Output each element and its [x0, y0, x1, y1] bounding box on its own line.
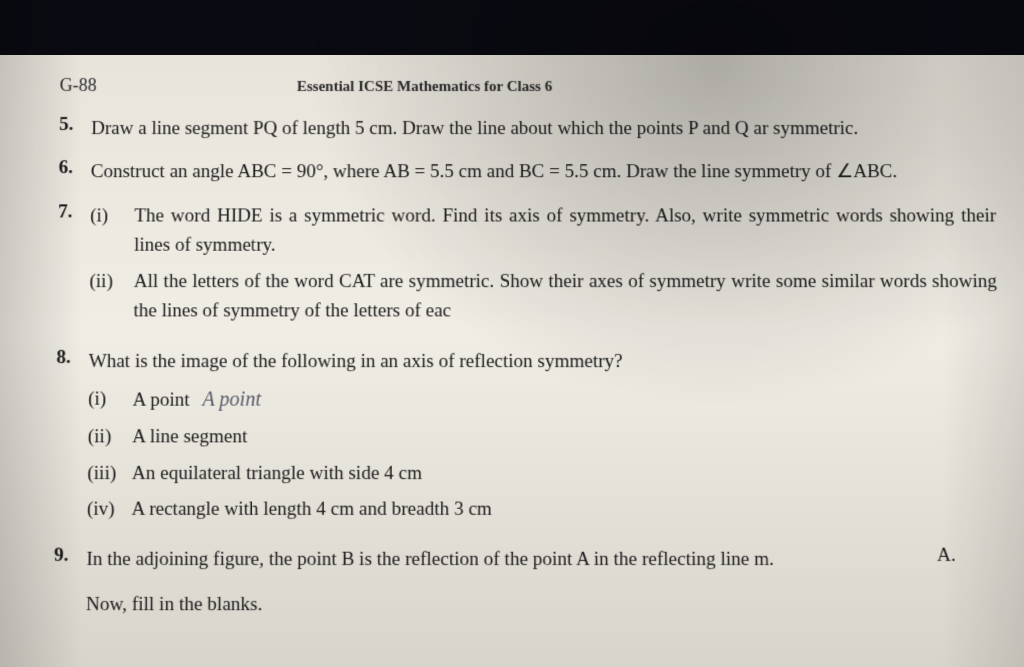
handwritten-annotation: A point [202, 388, 261, 410]
sub-item-ii: (ii) All the letters of the word CAT are… [89, 267, 997, 327]
question-body: (i) The word HIDE is a symmetric word. F… [89, 201, 998, 332]
question-body: What is the image of the following in an… [87, 346, 1000, 530]
question-7: 7. (i) The word HIDE is a symmetric word… [57, 201, 998, 332]
sub-label: (ii) [89, 267, 134, 297]
bottom-instruction: Now, fill in the blanks. [53, 589, 1001, 619]
sub-label: (ii) [88, 422, 133, 452]
sub-text: A line segment [132, 422, 999, 452]
question-text: Draw a line segment PQ of length 5 cm. D… [91, 114, 995, 144]
sub-item-ii: (ii) A line segment [88, 422, 999, 452]
instruction-text: Now, fill in the blanks. [86, 589, 1001, 619]
question-6: 6. Construct an angle ABC = 90°, where A… [58, 158, 995, 188]
question-8: 8. What is the image of the following in… [54, 346, 1000, 530]
question-number: 5. [59, 114, 91, 136]
sub-label: (i) [90, 201, 134, 231]
sub-item-iii: (iii) An equilateral triangle with side … [87, 458, 999, 488]
sub-label: (iv) [87, 494, 132, 524]
sub-text: A point A point [132, 384, 998, 416]
sub-item-iv: (iv) A rectangle with length 4 cm and br… [87, 494, 1000, 524]
question-9: 9. In the adjoining figure, the point B … [54, 545, 1001, 575]
question-number: 7. [58, 201, 90, 223]
dark-background-strip [0, 0, 1024, 55]
sub-text: A rectangle with length 4 cm and breadth… [131, 494, 1000, 524]
page-number: G-88 [60, 75, 97, 96]
question-number: 6. [59, 158, 91, 180]
sub-label: (i) [88, 384, 133, 414]
figure-point-marker: A. [937, 545, 956, 568]
sub-text-content: A point [132, 390, 189, 411]
question-number: 9. [54, 545, 87, 568]
textbook-page: G-88 Essential ICSE Mathematics for Clas… [0, 55, 1024, 655]
question-intro: What is the image of the following in an… [88, 346, 998, 376]
sub-text: All the letters of the word CAT are symm… [133, 267, 997, 327]
question-text: In the adjoining figure, the point B is … [86, 545, 1000, 575]
sub-label: (iii) [87, 458, 132, 488]
sub-text: The word HIDE is a symmetric word. Find … [134, 201, 997, 260]
book-title: Essential ICSE Mathematics for Class 6 [297, 79, 552, 96]
sub-item-i: (i) The word HIDE is a symmetric word. F… [90, 201, 997, 260]
question-number: 8. [56, 346, 89, 368]
sub-text: An equilateral triangle with side 4 cm [132, 458, 1000, 488]
sub-item-i: (i) A point A point [88, 384, 999, 416]
question-5: 5. Draw a line segment PQ of length 5 cm… [59, 114, 995, 144]
page-header: G-88 Essential ICSE Mathematics for Clas… [60, 75, 995, 96]
question-text: Construct an angle ABC = 90°, where AB =… [91, 158, 996, 188]
